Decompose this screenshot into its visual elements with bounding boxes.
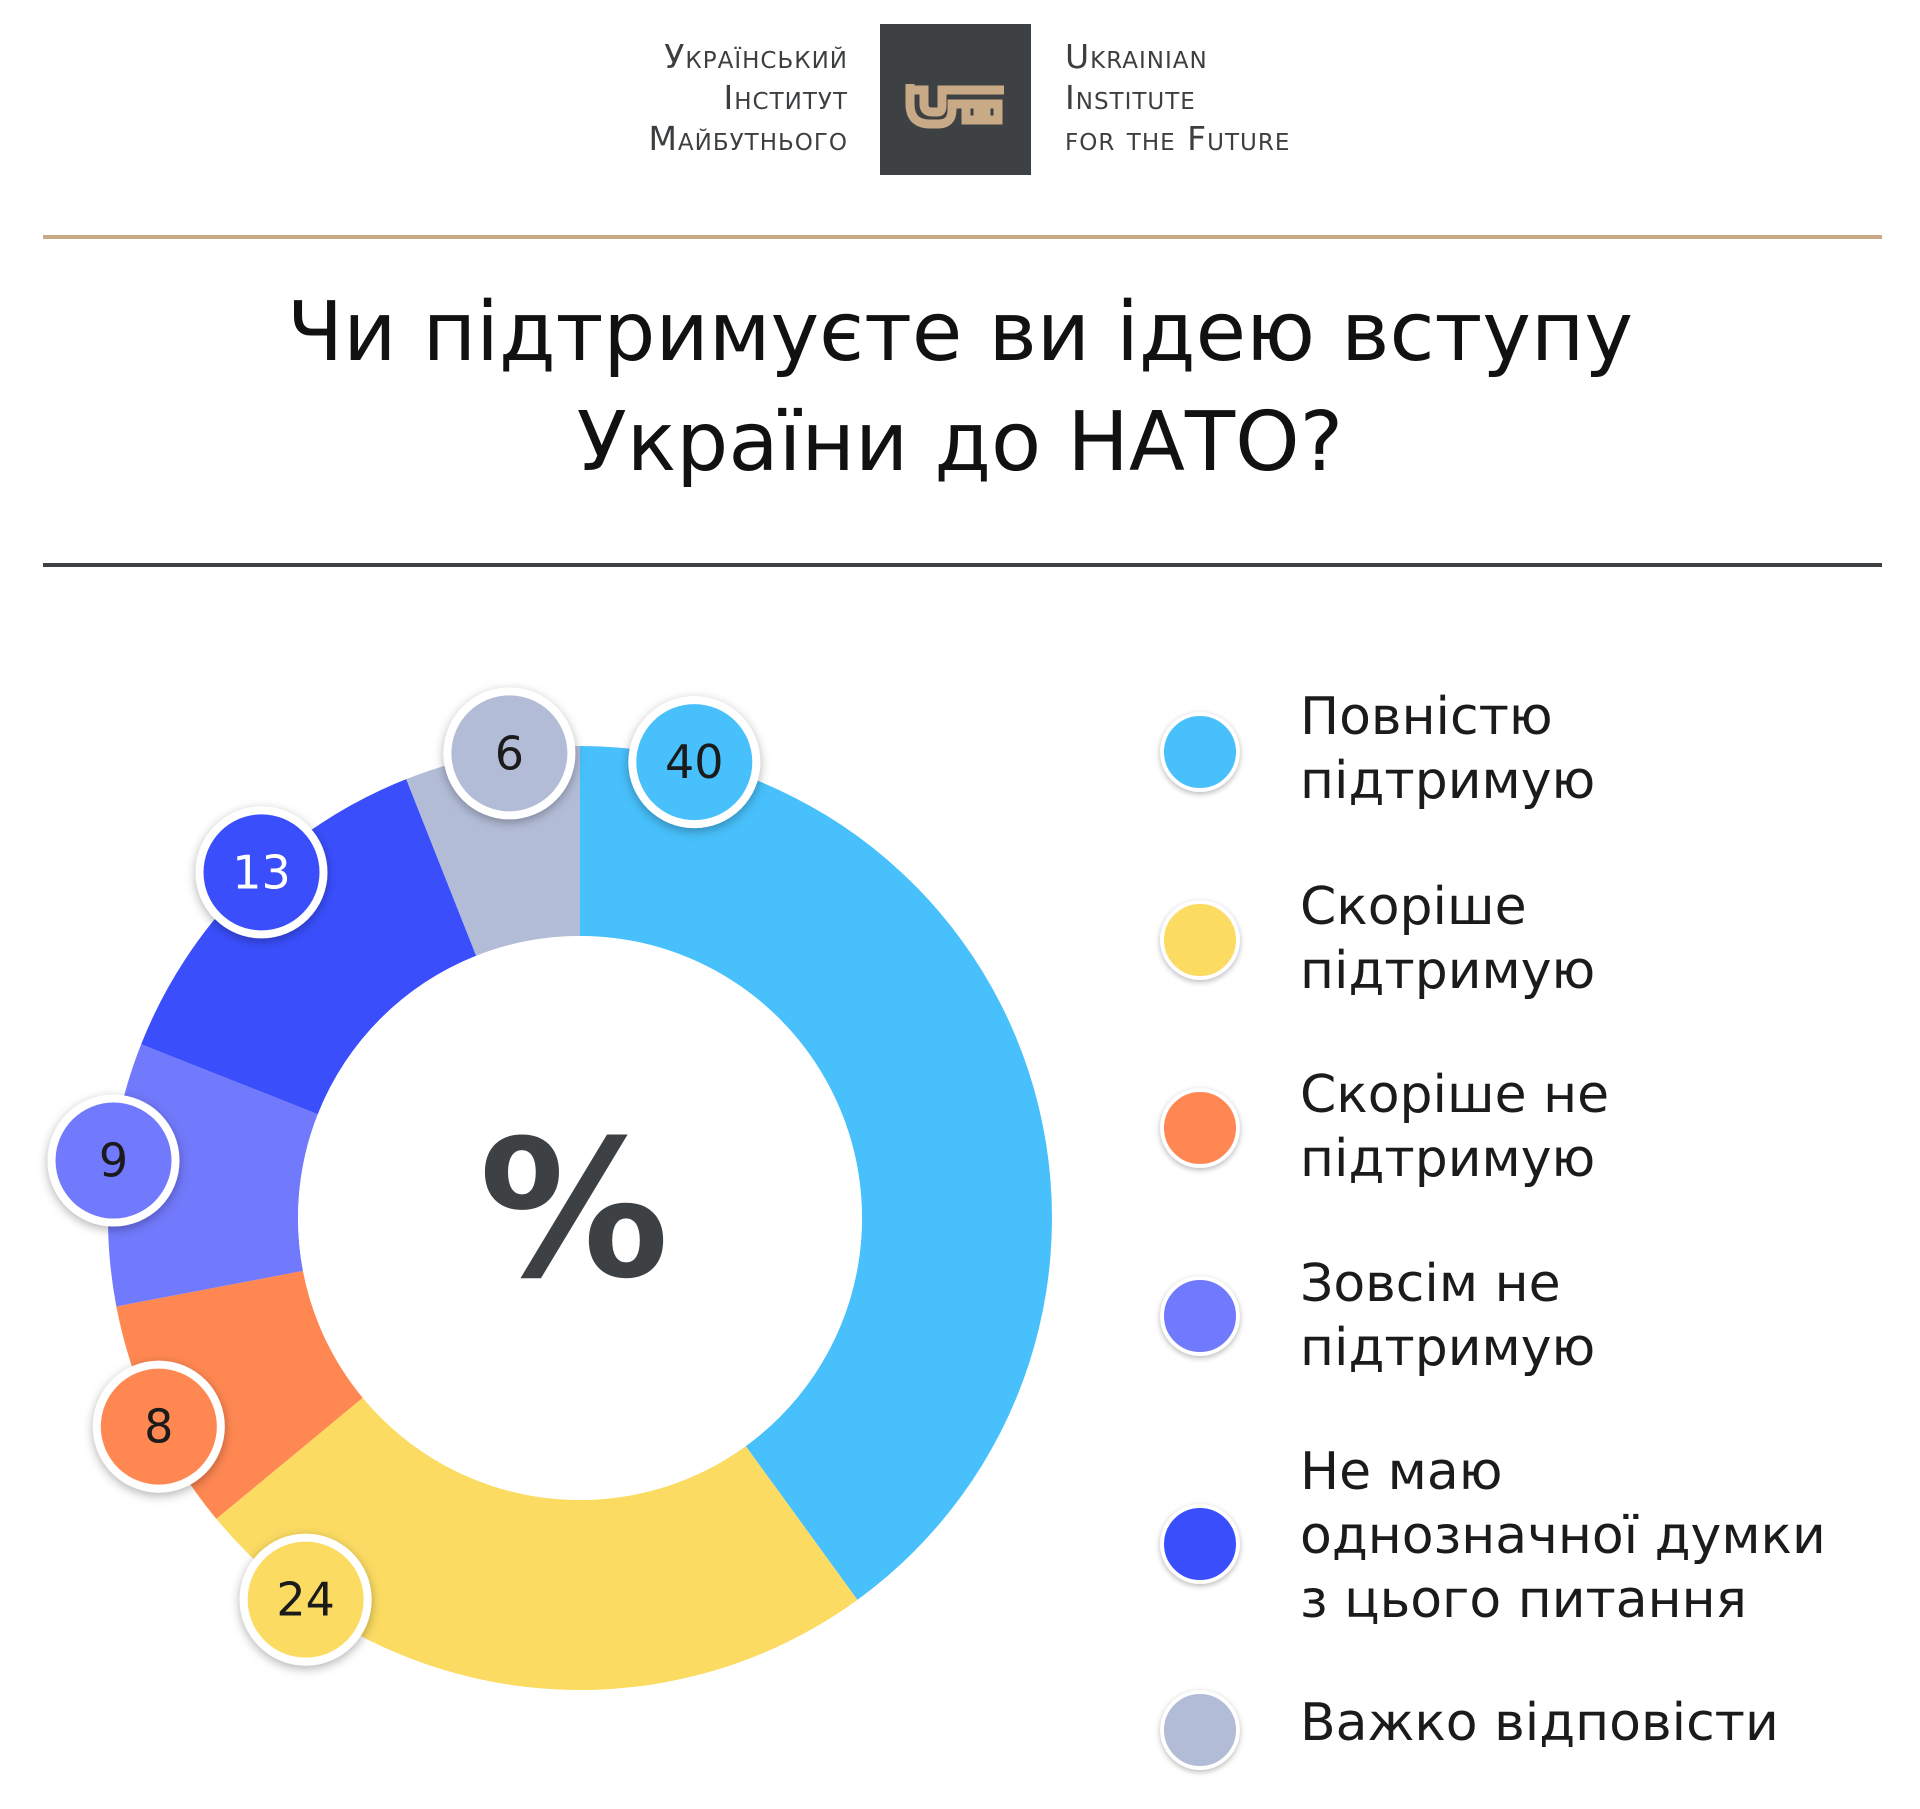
legend-swatch	[1160, 1690, 1240, 1770]
legend-label: Зовсім не підтримую	[1300, 1254, 1596, 1378]
data-label: 9	[99, 1134, 128, 1188]
org-name-en-line: Institute	[1065, 78, 1196, 117]
value-badge: 40	[628, 696, 761, 829]
legend-swatch	[1160, 1276, 1240, 1356]
legend-label: Скоріше не підтримую	[1300, 1065, 1610, 1189]
legend-label: Скоріше підтримую	[1300, 877, 1596, 1001]
org-name-ua-line: Інститут	[723, 78, 848, 117]
value-badge-fill	[247, 1541, 364, 1658]
title-line: Чи підтримуєте ви ідею вступу	[287, 285, 1633, 380]
divider-top	[43, 235, 1882, 239]
org-name-en: Ukrainian Institute for the Future	[1065, 36, 1290, 159]
data-label: 40	[665, 735, 724, 789]
value-badge: 24	[239, 1533, 372, 1666]
data-label: 24	[276, 1573, 335, 1627]
data-label: 6	[495, 726, 524, 780]
data-label: 8	[144, 1400, 173, 1454]
value-badge-fill	[451, 695, 568, 812]
donut-chart: % 40 24 8 9 13 6	[47, 687, 1052, 1691]
org-name-ua-line: Майбутнього	[648, 119, 848, 158]
legend-label: Важко відповісти	[1300, 1693, 1779, 1753]
center-percent-label: %	[479, 1100, 669, 1321]
value-badge-fill	[55, 1102, 172, 1219]
org-name-en-line: for the Future	[1065, 119, 1291, 158]
org-name-ua-line: Український	[664, 37, 848, 76]
value-badge: 6	[443, 687, 576, 820]
value-badge: 8	[92, 1360, 225, 1493]
legend-label: Повністю підтримую	[1300, 687, 1596, 811]
title-line: України до НАТО?	[576, 395, 1344, 490]
legend-label: Не маю однозначної думки з цього питання	[1300, 1442, 1826, 1630]
logo-header: Український Інститут Майбутнього Ukraini…	[0, 24, 1920, 179]
org-name-en-line: Ukrainian	[1065, 37, 1208, 76]
org-name-ua: Український Інститут Майбутнього	[648, 36, 848, 159]
donut-slice	[216, 1397, 858, 1691]
legend-swatch	[1160, 900, 1240, 980]
value-badge-fill	[203, 814, 320, 931]
legend-swatch	[1160, 1088, 1240, 1168]
value-badge: 13	[195, 806, 328, 939]
donut-slice	[107, 1044, 318, 1307]
donut-slice	[580, 746, 1052, 1600]
legend-swatch	[1160, 712, 1240, 792]
data-label: 13	[232, 845, 291, 899]
page-title: Чи підтримуєте ви ідею вступу України до…	[0, 278, 1920, 498]
logo-mark	[880, 24, 1031, 175]
legend-swatch	[1160, 1504, 1240, 1584]
donut-hole	[298, 936, 862, 1500]
value-badge: 9	[47, 1094, 180, 1227]
value-badge-fill	[100, 1368, 217, 1485]
donut-slice	[141, 779, 477, 1115]
value-badge-fill	[636, 704, 753, 821]
key-icon	[905, 84, 1004, 129]
divider-bottom	[43, 563, 1882, 567]
chart-legend: Повністю підтримую Скоріше підтримую Скорі…	[1160, 0, 1920, 1809]
